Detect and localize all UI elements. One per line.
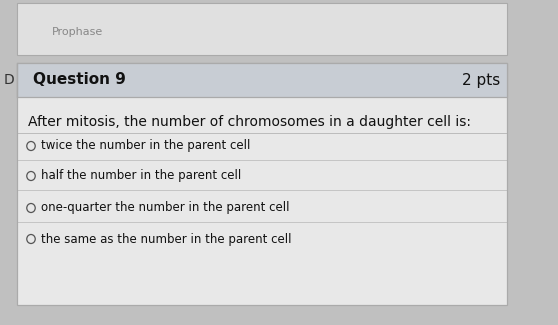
Text: 2 pts: 2 pts bbox=[463, 72, 501, 87]
Text: one-quarter the number in the parent cell: one-quarter the number in the parent cel… bbox=[41, 202, 290, 214]
Text: half the number in the parent cell: half the number in the parent cell bbox=[41, 170, 242, 183]
Text: Question 9: Question 9 bbox=[33, 72, 126, 87]
Text: the same as the number in the parent cell: the same as the number in the parent cel… bbox=[41, 232, 292, 245]
FancyBboxPatch shape bbox=[17, 63, 507, 305]
Text: D: D bbox=[4, 73, 15, 87]
Text: twice the number in the parent cell: twice the number in the parent cell bbox=[41, 139, 251, 152]
FancyBboxPatch shape bbox=[17, 3, 507, 55]
FancyBboxPatch shape bbox=[17, 63, 507, 97]
Text: After mitosis, the number of chromosomes in a daughter cell is:: After mitosis, the number of chromosomes… bbox=[28, 115, 471, 129]
Text: Prophase: Prophase bbox=[52, 27, 103, 37]
